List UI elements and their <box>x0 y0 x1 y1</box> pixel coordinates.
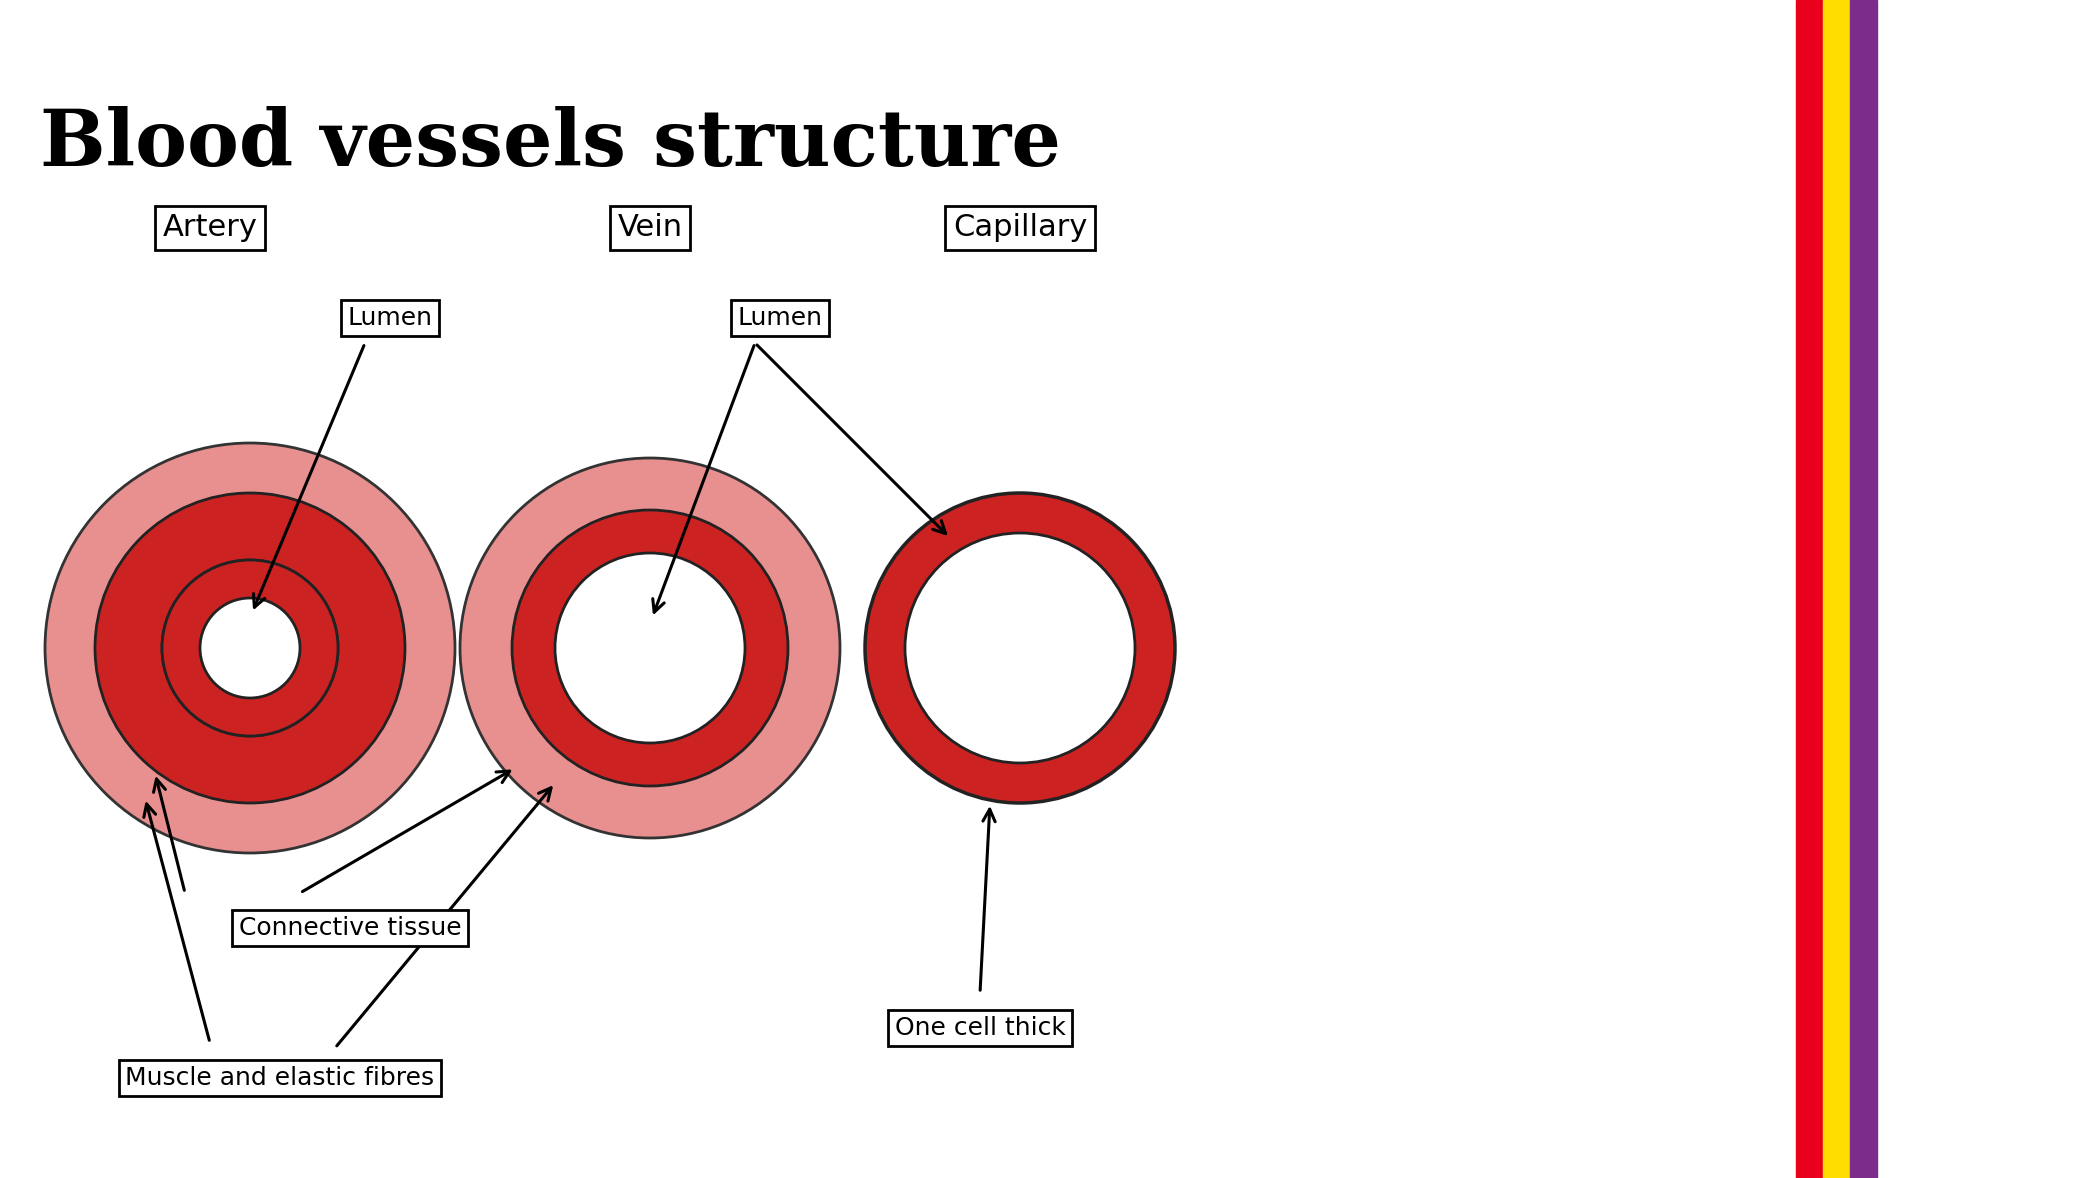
Circle shape <box>162 560 338 736</box>
Circle shape <box>162 560 338 736</box>
Circle shape <box>199 598 301 699</box>
Circle shape <box>905 532 1136 763</box>
Circle shape <box>554 552 745 743</box>
Text: Lumen: Lumen <box>737 306 822 330</box>
Text: Blood vessels structure: Blood vessels structure <box>39 106 1061 183</box>
Circle shape <box>95 494 405 803</box>
Circle shape <box>866 494 1175 803</box>
Text: Capillary: Capillary <box>953 213 1088 243</box>
Circle shape <box>513 510 789 786</box>
Text: Muscle and elastic fibres: Muscle and elastic fibres <box>125 1066 434 1090</box>
Text: Vein: Vein <box>617 213 683 243</box>
Text: One cell thick: One cell thick <box>895 1015 1065 1040</box>
Circle shape <box>461 458 841 838</box>
Text: Artery: Artery <box>162 213 257 243</box>
Circle shape <box>46 443 455 853</box>
Text: Connective tissue: Connective tissue <box>239 916 461 940</box>
Text: Lumen: Lumen <box>347 306 432 330</box>
